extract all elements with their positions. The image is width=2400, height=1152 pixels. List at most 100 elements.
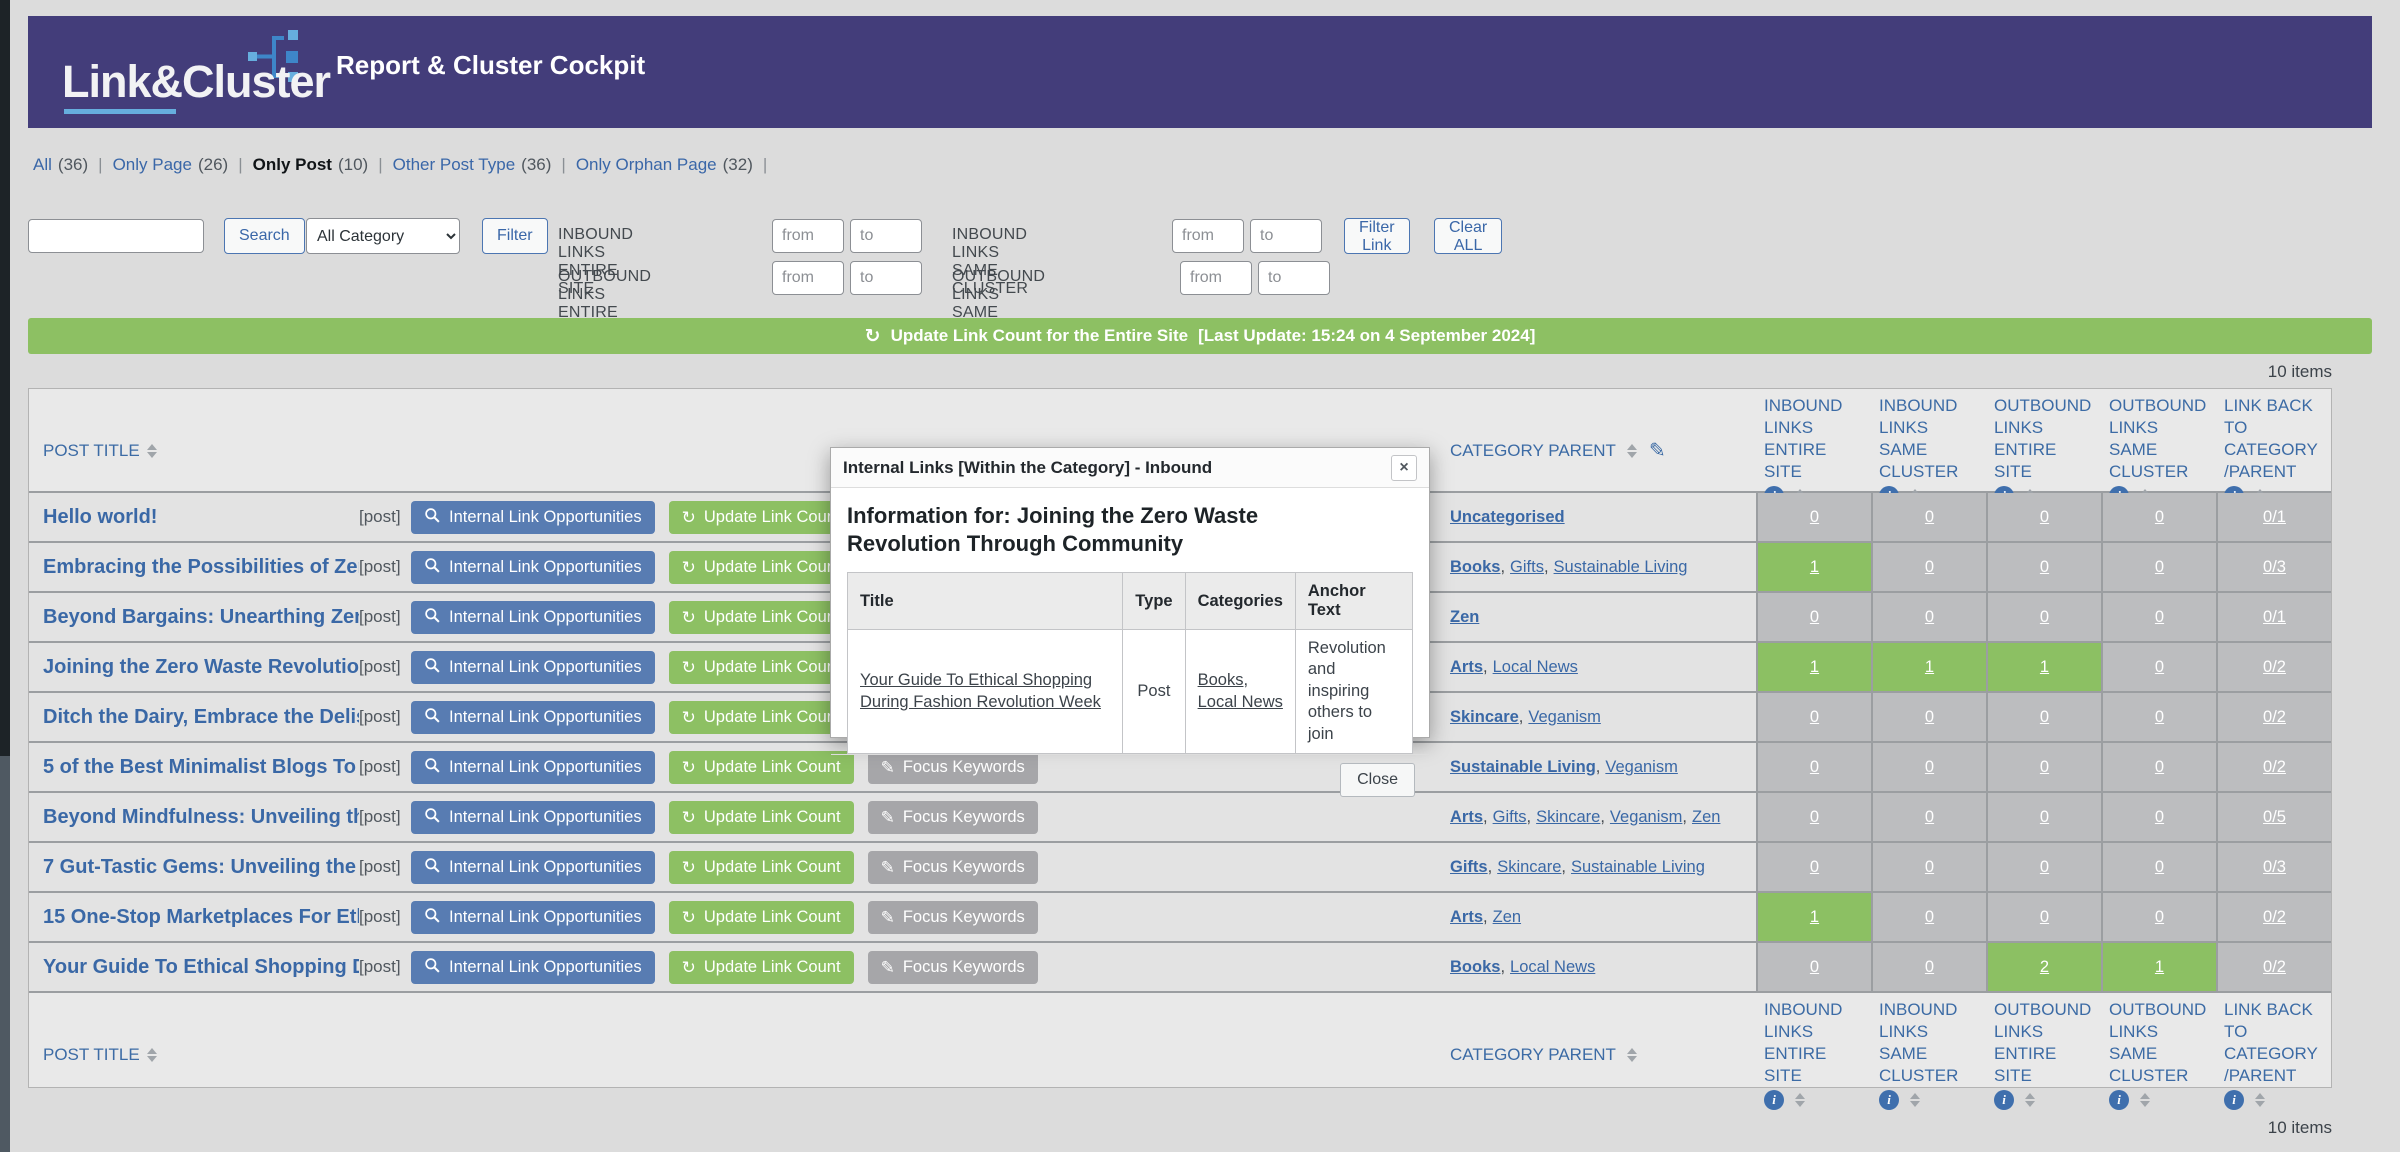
internal-link-opportunities-button[interactable]: Internal Link Opportunities bbox=[411, 650, 655, 684]
post-title-link[interactable]: 5 of the Best Minimalist Blogs To Bookma… bbox=[43, 755, 359, 778]
outbound-cluster-count-link[interactable]: 0 bbox=[2154, 857, 2165, 876]
inbound-entire-count-link[interactable]: 0 bbox=[1809, 807, 1820, 826]
link-back-count-link[interactable]: 0/2 bbox=[2263, 707, 2286, 726]
wp-admin-sidebar-collapsed-lower[interactable] bbox=[0, 756, 10, 1152]
link-back-count-link[interactable]: 0/3 bbox=[2263, 557, 2286, 576]
sort-icon[interactable] bbox=[1910, 1093, 1920, 1108]
inbound-entire-column-header[interactable]: INBOUND LINKS ENTIRE SITE i bbox=[1756, 993, 1871, 1116]
sort-icon[interactable] bbox=[2255, 1093, 2265, 1108]
category-link[interactable]: Skincare bbox=[1536, 807, 1601, 826]
outbound-cluster-count-link[interactable]: 0 bbox=[2154, 507, 2165, 526]
link-back-count-link[interactable]: 0/2 bbox=[2263, 657, 2286, 676]
sort-icon[interactable] bbox=[1795, 1093, 1805, 1108]
category-link[interactable]: Zen bbox=[1492, 907, 1522, 926]
search-button[interactable]: Search bbox=[224, 218, 305, 254]
internal-link-opportunities-button[interactable]: Internal Link Opportunities bbox=[411, 550, 655, 584]
category-link[interactable]: Gifts bbox=[1450, 857, 1488, 876]
post-title-link[interactable]: Beyond Bargains: Unearthing Zen in the S… bbox=[43, 605, 359, 628]
category-link[interactable]: Arts bbox=[1450, 807, 1484, 826]
post-title-link[interactable]: Hello world! bbox=[43, 505, 158, 528]
info-icon[interactable]: i bbox=[2224, 1090, 2244, 1111]
inbound-cluster-from-input[interactable] bbox=[1172, 219, 1244, 253]
category-link[interactable]: Sustainable Living bbox=[1553, 557, 1688, 576]
internal-link-opportunities-button[interactable]: Internal Link Opportunities bbox=[411, 500, 655, 534]
focus-keywords-button[interactable]: ✎ Focus Keywords bbox=[867, 950, 1038, 984]
outbound-entire-to-input[interactable] bbox=[850, 261, 922, 295]
focus-keywords-button[interactable]: ✎ Focus Keywords bbox=[867, 800, 1038, 834]
category-parent-column-header[interactable]: CATEGORY PARENT ✎ bbox=[1440, 389, 1756, 512]
outbound-cluster-count-link[interactable]: 0 bbox=[2154, 657, 2165, 676]
inbound-cluster-count-link[interactable]: 0 bbox=[1924, 907, 1935, 926]
post-title-link[interactable]: Ditch the Dairy, Embrace the Delish: 11 … bbox=[43, 705, 359, 728]
focus-keywords-button[interactable]: ✎ Focus Keywords bbox=[867, 750, 1038, 784]
filter-tab-only-post[interactable]: Only Post bbox=[252, 155, 332, 174]
post-title-link[interactable]: 7 Gut-Tastic Gems: Unveiling the Best Na… bbox=[43, 855, 359, 878]
category-select[interactable]: All Category bbox=[306, 218, 460, 254]
inbound-entire-to-input[interactable] bbox=[850, 219, 922, 253]
update-link-count-button[interactable]: ↻ Update Link Count bbox=[668, 500, 854, 534]
update-link-count-button[interactable]: ↻ Update Link Count bbox=[668, 700, 854, 734]
internal-link-opportunities-button[interactable]: Internal Link Opportunities bbox=[411, 600, 655, 634]
inbound-entire-count-link[interactable]: 0 bbox=[1809, 757, 1820, 776]
post-title-column-header[interactable]: POST TITLE bbox=[29, 389, 1440, 512]
inbound-cluster-count-link[interactable]: 0 bbox=[1924, 557, 1935, 576]
outbound-cluster-count-link[interactable]: 0 bbox=[2154, 807, 2165, 826]
update-link-count-banner[interactable]: ↻ Update Link Count for the Entire Site … bbox=[28, 318, 2372, 354]
update-link-count-button[interactable]: ↻ Update Link Count bbox=[668, 850, 854, 884]
inbound-cluster-count-link[interactable]: 0 bbox=[1924, 507, 1935, 526]
category-link[interactable]: Skincare bbox=[1497, 857, 1562, 876]
inbound-entire-count-link[interactable]: 1 bbox=[1809, 657, 1820, 676]
inbound-entire-count-link[interactable]: 0 bbox=[1809, 607, 1820, 626]
update-link-count-button[interactable]: ↻ Update Link Count bbox=[668, 950, 854, 984]
category-parent-column-header[interactable]: CATEGORY PARENT bbox=[1440, 993, 1756, 1116]
category-link[interactable]: Veganism bbox=[1528, 707, 1601, 726]
sort-icon[interactable] bbox=[2025, 1093, 2035, 1108]
category-link[interactable]: Sustainable Living bbox=[1570, 857, 1705, 876]
clear-all-button[interactable]: Clear ALL bbox=[1434, 218, 1503, 254]
category-link[interactable]: Gifts bbox=[1510, 557, 1544, 576]
inbound-entire-count-link[interactable]: 0 bbox=[1809, 507, 1820, 526]
outbound-cluster-count-link[interactable]: 0 bbox=[2154, 907, 2165, 926]
inbound-cluster-count-link[interactable]: 1 bbox=[1924, 657, 1935, 676]
filter-tab-only-orphan-page[interactable]: Only Orphan Page bbox=[575, 155, 717, 174]
link-back-count-link[interactable]: 0/3 bbox=[2263, 857, 2286, 876]
outbound-cluster-from-input[interactable] bbox=[1180, 261, 1252, 295]
outbound-entire-column-header[interactable]: OUTBOUND LINKS ENTIRE SITE i bbox=[1986, 993, 2101, 1116]
category-link[interactable]: Skincare bbox=[1450, 707, 1519, 726]
update-link-count-button[interactable]: ↻ Update Link Count bbox=[668, 900, 854, 934]
outbound-entire-count-link[interactable]: 0 bbox=[2039, 607, 2050, 626]
internal-link-opportunities-button[interactable]: Internal Link Opportunities bbox=[411, 950, 655, 984]
post-title-link[interactable]: Joining the Zero Waste Revolution Throug… bbox=[43, 655, 359, 678]
link-back-count-link[interactable]: 0/2 bbox=[2263, 757, 2286, 776]
category-link[interactable]: Books bbox=[1450, 957, 1501, 976]
inbound-cluster-to-input[interactable] bbox=[1250, 219, 1322, 253]
internal-link-opportunities-button[interactable]: Internal Link Opportunities bbox=[411, 850, 655, 884]
outbound-entire-count-link[interactable]: 2 bbox=[2039, 957, 2050, 976]
outbound-entire-count-link[interactable]: 0 bbox=[2039, 757, 2050, 776]
outbound-cluster-count-link[interactable]: 1 bbox=[2154, 957, 2165, 976]
category-link[interactable]: Zen bbox=[1450, 607, 1480, 626]
edit-pencil-icon[interactable]: ✎ bbox=[1648, 440, 1666, 463]
category-link[interactable]: Local News bbox=[1492, 657, 1578, 676]
inbound-entire-count-link[interactable]: 0 bbox=[1809, 707, 1820, 726]
update-link-count-button[interactable]: ↻ Update Link Count bbox=[668, 650, 854, 684]
outbound-entire-count-link[interactable]: 0 bbox=[2039, 707, 2050, 726]
internal-link-opportunities-button[interactable]: Internal Link Opportunities bbox=[411, 800, 655, 834]
inbound-cluster-count-link[interactable]: 0 bbox=[1924, 957, 1935, 976]
focus-keywords-button[interactable]: ✎ Focus Keywords bbox=[867, 900, 1038, 934]
link-back-count-link[interactable]: 0/1 bbox=[2263, 507, 2286, 526]
info-icon[interactable]: i bbox=[1879, 1090, 1899, 1111]
link-back-count-link[interactable]: 0/2 bbox=[2263, 957, 2286, 976]
sort-icon[interactable] bbox=[1626, 443, 1637, 458]
info-icon[interactable]: i bbox=[1994, 1090, 2014, 1111]
outbound-cluster-count-link[interactable]: 0 bbox=[2154, 757, 2165, 776]
internal-link-opportunities-button[interactable]: Internal Link Opportunities bbox=[411, 900, 655, 934]
sort-icon[interactable] bbox=[146, 443, 157, 458]
post-title-link[interactable]: Beyond Mindfulness: Unveiling the Psycho… bbox=[43, 805, 359, 828]
filter-link-button[interactable]: Filter Link bbox=[1344, 218, 1410, 254]
filter-button[interactable]: Filter bbox=[482, 218, 548, 254]
inbound-entire-count-link[interactable]: 0 bbox=[1809, 857, 1820, 876]
outbound-cluster-count-link[interactable]: 0 bbox=[2154, 557, 2165, 576]
